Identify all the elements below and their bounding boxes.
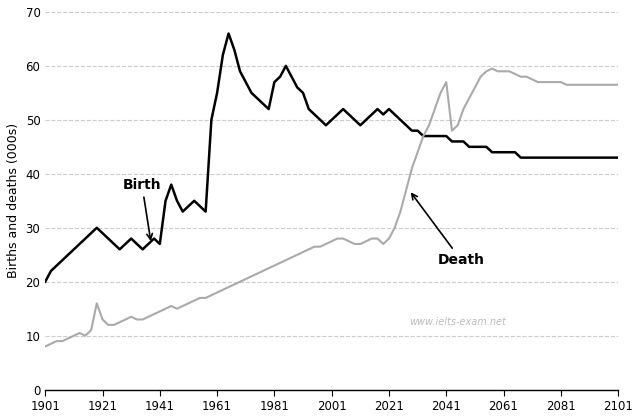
Text: www.ielts-exam.net: www.ielts-exam.net <box>409 317 506 327</box>
Y-axis label: Births and deaths (000s): Births and deaths (000s) <box>7 123 20 278</box>
Text: Birth: Birth <box>123 178 161 239</box>
Text: Death: Death <box>412 194 484 267</box>
